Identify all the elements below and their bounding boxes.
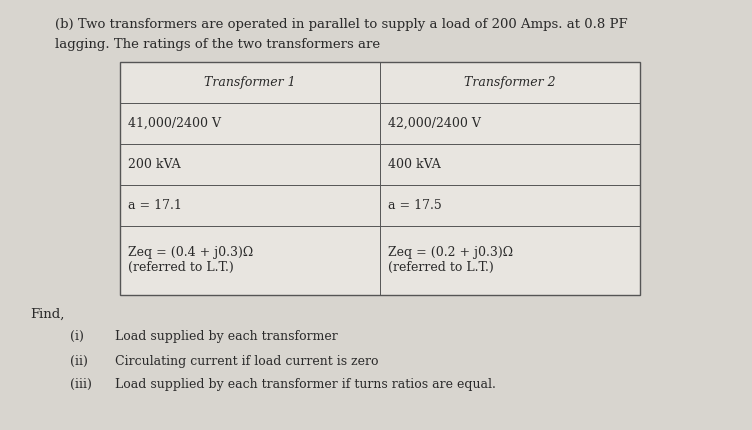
Text: a = 17.1: a = 17.1 — [128, 199, 182, 212]
Text: Zeq = (0.4 + j0.3)Ω
(referred to L.T.): Zeq = (0.4 + j0.3)Ω (referred to L.T.) — [128, 246, 253, 274]
Text: Find,: Find, — [30, 308, 65, 321]
Text: Circulating current if load current is zero: Circulating current if load current is z… — [115, 355, 378, 368]
Text: Zeq = (0.2 + j0.3)Ω
(referred to L.T.): Zeq = (0.2 + j0.3)Ω (referred to L.T.) — [388, 246, 513, 274]
Bar — [120, 62, 640, 295]
Bar — [120, 62, 640, 295]
Text: (ii): (ii) — [70, 355, 88, 368]
Text: (i): (i) — [70, 330, 84, 343]
Text: Load supplied by each transformer if turns ratios are equal.: Load supplied by each transformer if tur… — [115, 378, 496, 391]
Text: lagging. The ratings of the two transformers are: lagging. The ratings of the two transfor… — [55, 38, 380, 51]
Text: 42,000/2400 V: 42,000/2400 V — [388, 117, 481, 130]
Text: (iii): (iii) — [70, 378, 92, 391]
Text: a = 17.5: a = 17.5 — [388, 199, 441, 212]
Text: 200 kVA: 200 kVA — [128, 158, 180, 171]
Text: 400 kVA: 400 kVA — [388, 158, 441, 171]
Text: Transformer 2: Transformer 2 — [464, 76, 556, 89]
Text: Load supplied by each transformer: Load supplied by each transformer — [115, 330, 338, 343]
Text: Transformer 1: Transformer 1 — [205, 76, 296, 89]
Text: (b) Two transformers are operated in parallel to supply a load of 200 Amps. at 0: (b) Two transformers are operated in par… — [55, 18, 628, 31]
Text: 41,000/2400 V: 41,000/2400 V — [128, 117, 221, 130]
